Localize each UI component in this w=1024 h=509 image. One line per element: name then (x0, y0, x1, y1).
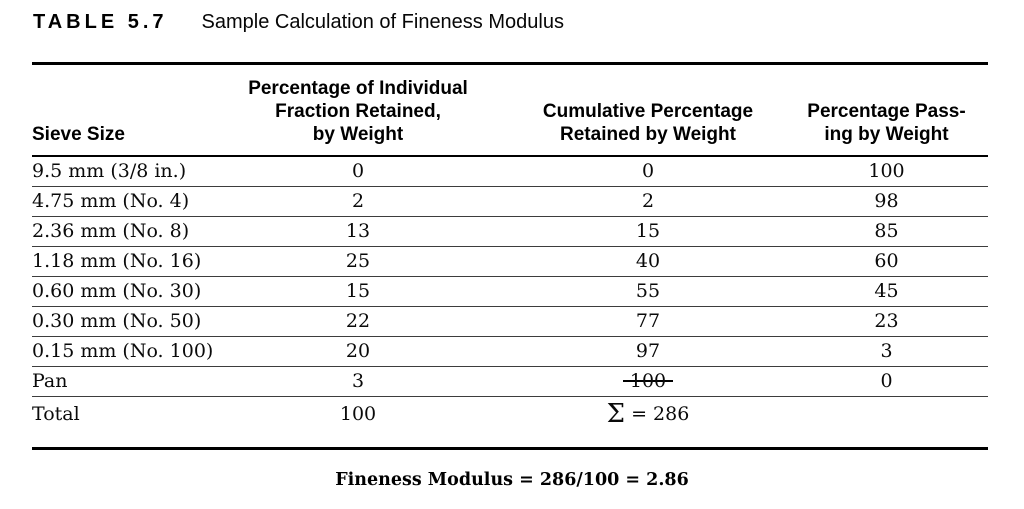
individual-retained-cell: 20 (227, 336, 489, 367)
table-row: 0.30 mm (No. 50) 22 77 23 (32, 306, 988, 337)
individual-retained-cell: 0 (227, 156, 489, 187)
individual-retained-cell: 25 (227, 246, 489, 277)
header-row: Sieve Size Percentage of Individual Frac… (32, 63, 988, 157)
passing-cell: 45 (807, 276, 988, 307)
sieve-size-cell: Pan (32, 366, 227, 397)
sieve-size-cell: 9.5 mm (3/8 in.) (32, 156, 227, 187)
sieve-size-cell: 1.18 mm (No. 16) (32, 246, 227, 277)
cumulative-retained-cell: 15 (489, 216, 807, 247)
sieve-size-cell: 2.36 mm (No. 8) (32, 216, 227, 247)
table-row: 0.60 mm (No. 30) 15 55 45 (32, 276, 988, 307)
fineness-modulus-result: Fineness Modulus = 286/100 = 2.86 (335, 470, 689, 490)
header-individual-retained: Percentage of Individual Fraction Retain… (227, 63, 489, 157)
passing-cell: 100 (807, 156, 988, 187)
struck-value: 100 (622, 370, 674, 392)
sieve-size-cell: 0.15 mm (No. 100) (32, 336, 227, 367)
sieve-size-cell: 0.30 mm (No. 50) (32, 306, 227, 337)
sieve-size-cell: 4.75 mm (No. 4) (32, 186, 227, 217)
passing-cell: 85 (807, 216, 988, 247)
cumulative-retained-cell: 97 (489, 336, 807, 367)
table-row: 2.36 mm (No. 8) 13 15 85 (32, 216, 988, 247)
cumulative-retained-cell: 77 (489, 306, 807, 337)
table-row: 9.5 mm (3/8 in.) 0 0 100 (32, 156, 988, 187)
passing-cell: 23 (807, 306, 988, 337)
table-row: Pan 3 100 0 (32, 366, 988, 397)
table-caption: Sample Calculation of Fineness Modulus (201, 11, 564, 33)
cumulative-retained-cell: Σ = 286 (606, 399, 690, 429)
cumulative-retained-cell: 40 (489, 246, 807, 277)
passing-cell: 0 (807, 366, 988, 397)
header-cumulative-retained: Cumulative Percentage Retained by Weight (489, 63, 807, 157)
cumulative-retained-cell: 0 (489, 156, 807, 187)
table-title: TABLE 5.7 Sample Calculation of Fineness… (0, 0, 1024, 41)
sieve-size-cell: 0.60 mm (No. 30) (32, 276, 227, 307)
table-number: TABLE 5.7 (33, 11, 168, 33)
cumulative-retained-cell: 55 (489, 276, 807, 307)
individual-retained-cell: 100 (339, 403, 377, 425)
table-row: 4.75 mm (No. 4) 2 2 98 (32, 186, 988, 217)
header-sieve-size: Sieve Size (32, 63, 227, 157)
cumulative-retained-cell: 2 (489, 186, 807, 217)
passing-cell: 3 (807, 336, 988, 367)
cumulative-retained-cell: 100 (489, 366, 807, 397)
passing-cell: 60 (807, 246, 988, 277)
passing-cell: 98 (807, 186, 988, 217)
individual-retained-cell: 22 (227, 306, 489, 337)
individual-retained-cell: 2 (227, 186, 489, 217)
table-body: 9.5 mm (3/8 in.) 0 0 100 4.75 mm (No. 4) 2 2 98… (32, 156, 988, 449)
table-row: 0.15 mm (No. 100) 20 97 3 (32, 336, 988, 367)
individual-retained-cell: 13 (227, 216, 489, 247)
fineness-modulus-table: Sieve Size Percentage of Individual Frac… (32, 62, 988, 450)
table-row: 1.18 mm (No. 16) 25 40 60 (32, 246, 988, 277)
total-row: Total 100 Σ = 286 (32, 397, 988, 449)
passing-cell (807, 397, 988, 449)
individual-retained-cell: 15 (227, 276, 489, 307)
sigma-symbol: Σ (606, 399, 626, 429)
sieve-size-cell: Total (32, 403, 80, 425)
header-percentage-passing: Percentage Pass- ing by Weight (807, 63, 988, 157)
individual-retained-cell: 3 (227, 366, 489, 397)
